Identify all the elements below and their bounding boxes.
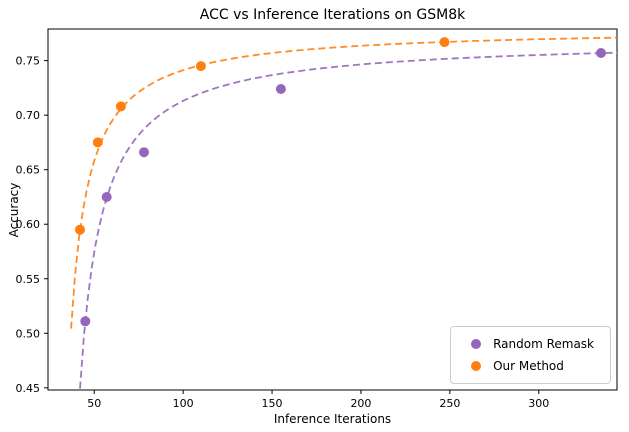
x-tick-label: 150 — [262, 397, 283, 410]
data-point-our-method — [195, 61, 206, 72]
legend-label-random-remask: Random Remask — [493, 337, 594, 351]
chart-legend: Random Remask Our Method — [450, 326, 611, 384]
y-tick-label: 0.60 — [16, 218, 41, 231]
x-tick-label: 50 — [87, 397, 101, 410]
data-point-our-method — [115, 101, 126, 112]
data-point-our-method — [92, 137, 103, 148]
data-point-random-remask — [275, 84, 286, 94]
y-tick-label: 0.70 — [16, 109, 41, 122]
trend-line-our-method — [70, 36, 617, 329]
y-axis-label: Accuracy — [7, 182, 21, 238]
x-axis-label: Inference Iterations — [273, 412, 392, 426]
plot-frame — [47, 28, 618, 391]
y-tick-label: 0.65 — [16, 164, 41, 177]
y-tick-label: 0.55 — [16, 273, 41, 286]
x-tick-label: 200 — [350, 397, 371, 410]
data-point-our-method — [75, 224, 85, 235]
random-remask-marker-icon — [471, 339, 482, 349]
y-tick-label: 0.75 — [16, 55, 41, 68]
data-point-random-remask — [596, 48, 606, 58]
y-tick-label: 0.50 — [16, 327, 41, 340]
data-point-our-method — [439, 37, 450, 48]
our-method-marker-icon — [471, 361, 482, 371]
x-tick-label: 250 — [439, 397, 460, 410]
data-point-random-remask — [101, 192, 112, 202]
data-point-random-remask — [80, 316, 91, 327]
x-tick-label: 300 — [528, 397, 549, 410]
legend-item-our-method: Our Method — [471, 359, 594, 373]
chart-title: ACC vs Inference Iterations on GSM8k — [199, 7, 466, 23]
x-tick-label: 100 — [173, 397, 194, 410]
legend-item-random-remask: Random Remask — [471, 337, 594, 351]
y-tick-label: 0.45 — [16, 382, 41, 395]
legend-label-our-method: Our Method — [493, 359, 564, 373]
data-point-random-remask — [139, 147, 149, 158]
trend-line-random-remask — [79, 51, 618, 389]
